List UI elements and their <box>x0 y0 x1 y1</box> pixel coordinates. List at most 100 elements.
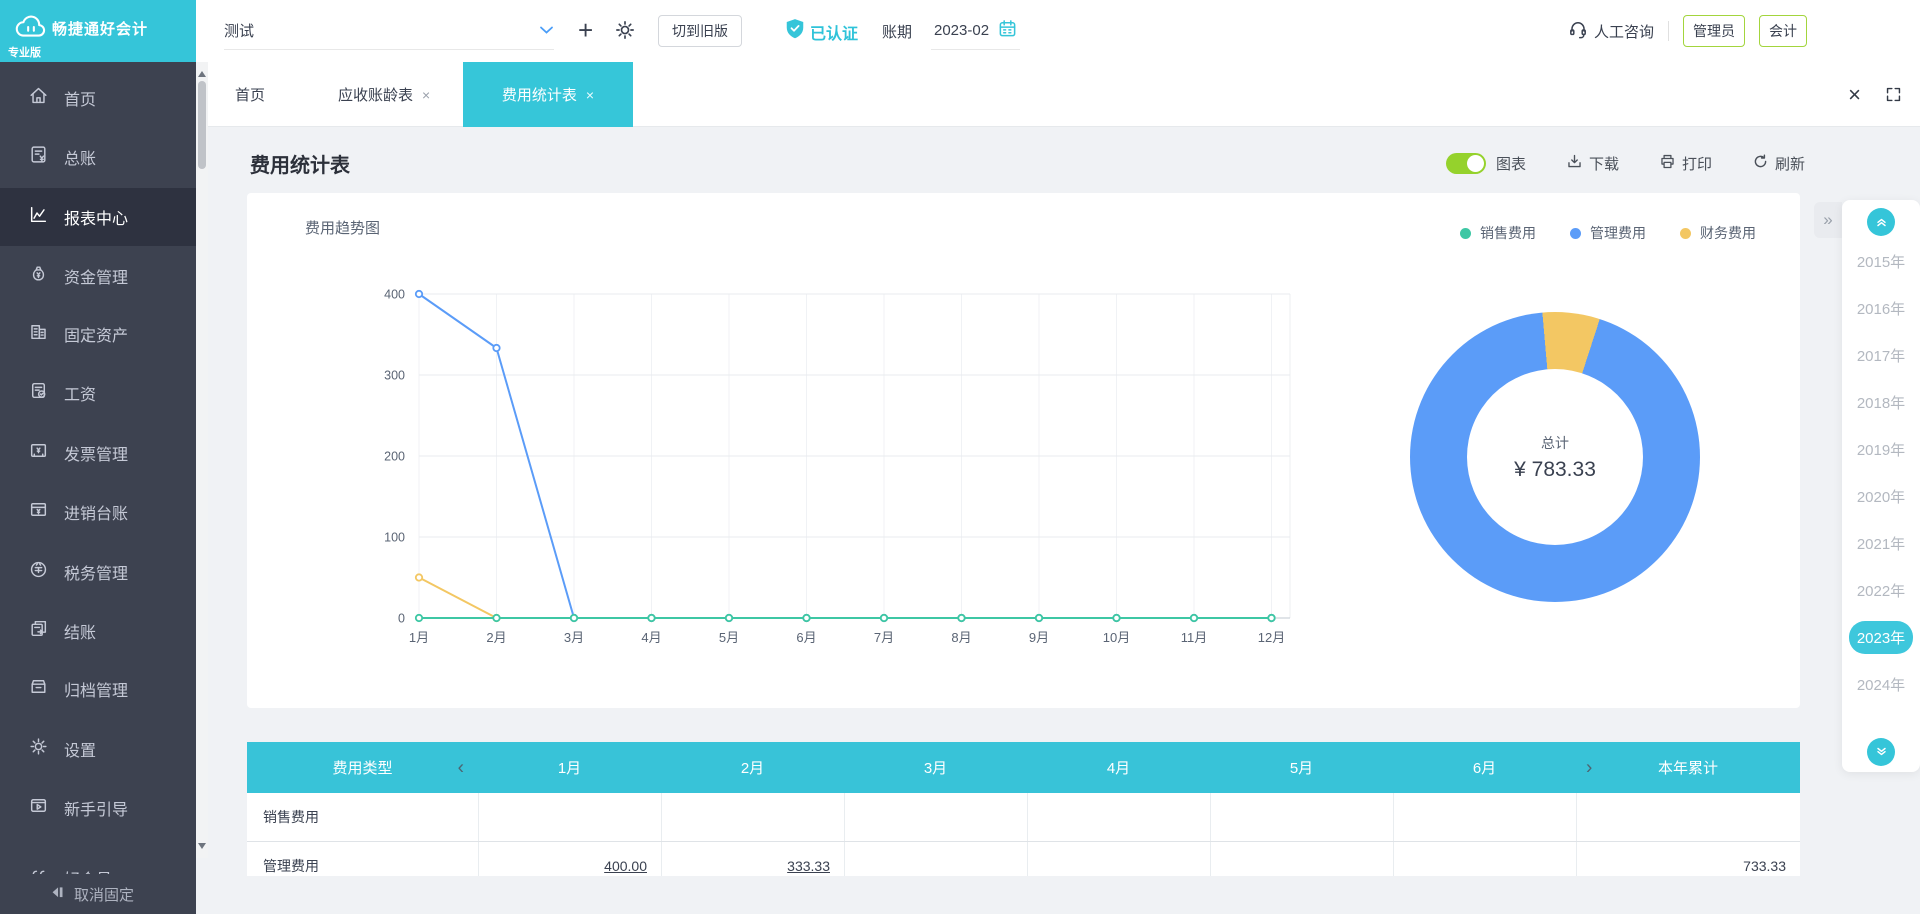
inventory-icon <box>28 499 49 525</box>
certified-badge[interactable]: 已认证 <box>785 18 858 45</box>
scrollbar-thumb[interactable] <box>198 81 206 169</box>
chart-legend: 销售费用 管理费用 财务费用 <box>1460 223 1756 243</box>
role-badge-accountant[interactable]: 会计 <box>1759 15 1807 47</box>
switch-old-version-button[interactable]: 切到旧版 <box>658 15 742 47</box>
sidebar-item-tax[interactable]: 税务管理 <box>0 543 196 601</box>
value-cell <box>844 793 1027 841</box>
sidebar-item-settings[interactable]: 设置 <box>0 720 196 778</box>
expense-table: 费用类型 ‹ 1月 2月 3月 4月 5月 6月 › 本年累计 销售费用 管理费用 400.00 333… <box>247 742 1800 876</box>
period-value: 2023-02 <box>934 22 990 39</box>
year-item-2024[interactable]: 2024年 <box>1842 661 1920 708</box>
close-all-tabs-icon[interactable]: × <box>1848 81 1861 107</box>
scroll-down-arrow[interactable] <box>198 843 206 853</box>
sidebar-item-funds[interactable]: 资金管理 <box>0 247 196 305</box>
year-label: 2021年 <box>1856 536 1906 553</box>
sidebar-item-label: 发票管理 <box>64 447 129 464</box>
svg-text:400: 400 <box>384 288 405 302</box>
period-selector[interactable]: 2023-02 <box>931 12 1021 50</box>
svg-text:1月: 1月 <box>409 630 429 645</box>
sidebar-item-general-ledger[interactable]: 总账 <box>0 128 196 186</box>
value-cell <box>844 842 1027 876</box>
refresh-button[interactable]: 刷新 <box>1752 153 1805 174</box>
sidebar-item-inventory-ledger[interactable]: 进销台账 <box>0 483 196 541</box>
sidebar-item-label: 报表中心 <box>64 211 129 228</box>
sidebar-item-home[interactable]: 首页 <box>0 69 196 127</box>
sidebar-item-archive[interactable]: 归档管理 <box>0 660 196 718</box>
sidebar-item-payroll[interactable]: 工资 <box>0 364 196 422</box>
topbar-right-cluster: 人工咨询 管理员 会计 <box>1568 0 1807 62</box>
year-item-2016[interactable]: 2016年 <box>1842 285 1920 332</box>
year-item-2022[interactable]: 2022年 <box>1842 567 1920 614</box>
sidebar-item-closing[interactable]: 结账 <box>0 602 196 660</box>
legend-item[interactable]: 财务费用 <box>1680 223 1756 243</box>
next-months-icon[interactable]: › <box>1586 757 1593 778</box>
sidebar-item-report-center[interactable]: 报表中心 <box>0 188 196 246</box>
tab-close-icon[interactable]: × <box>585 86 595 103</box>
year-panel-collapse-handle[interactable]: » <box>1814 202 1842 238</box>
table-header-cell: 费用类型 ‹ <box>247 742 478 793</box>
selected-year-pill: 2023年 <box>1848 621 1914 654</box>
svg-text:100: 100 <box>384 531 405 545</box>
account-selector[interactable]: 测试 <box>224 12 554 50</box>
tab-expense-statistics[interactable]: 费用统计表 × <box>463 62 633 127</box>
sidebar-item-label: 资金管理 <box>64 270 129 287</box>
print-label: 打印 <box>1681 156 1712 173</box>
refresh-icon <box>1752 153 1769 174</box>
year-item-2021[interactable]: 2021年 <box>1842 520 1920 567</box>
year-item-2017[interactable]: 2017年 <box>1842 332 1920 379</box>
table-row: 销售费用 <box>247 793 1800 841</box>
year-label: 2015年 <box>1856 254 1906 271</box>
table-header-cell: 2月 <box>661 742 844 793</box>
page-title: 费用统计表 <box>250 155 350 177</box>
cell-value[interactable]: 333.33 <box>787 857 830 874</box>
year-item-2020[interactable]: 2020年 <box>1842 473 1920 520</box>
table-header-cell: 5月 <box>1210 742 1393 793</box>
table-header-cell: 6月 <box>1393 742 1576 793</box>
video-icon <box>28 795 49 821</box>
chart-toggle-switch[interactable] <box>1445 153 1486 174</box>
app-edition: 专业版 <box>8 47 41 59</box>
previous-months-icon[interactable]: ‹ <box>457 757 464 778</box>
tax-icon <box>28 559 49 585</box>
column-label: 1月 <box>557 760 582 777</box>
app-logo: 畅捷通好会计 专业版 <box>0 0 196 62</box>
unpin-sidebar-button[interactable]: 取消固定 <box>0 874 196 914</box>
tab-close-icon[interactable]: × <box>422 86 431 103</box>
value-cell <box>1210 842 1393 876</box>
scroll-up-arrow[interactable] <box>198 67 206 77</box>
download-button[interactable]: 下载 <box>1566 153 1619 174</box>
topbar-divider <box>1668 21 1669 41</box>
tab-label: 首页 <box>235 87 266 104</box>
toggle-knob <box>1466 155 1484 172</box>
add-account-button[interactable]: + <box>578 15 594 45</box>
years-scroll-up-button[interactable] <box>1867 208 1895 236</box>
year-item-2019[interactable]: 2019年 <box>1842 426 1920 473</box>
sidebar-item-invoice[interactable]: 发票管理 <box>0 424 196 482</box>
year-item-2023[interactable]: 2023年 <box>1842 614 1920 661</box>
fullscreen-icon[interactable] <box>1885 86 1902 103</box>
year-item-2018[interactable]: 2018年 <box>1842 379 1920 426</box>
year-panel: 2015年 2016年 2017年 2018年 2019年 2020年 2021年 2022年… <box>1842 200 1920 772</box>
print-button[interactable]: 打印 <box>1659 153 1712 174</box>
years-scroll-down-button[interactable] <box>1867 738 1895 766</box>
table-header-cell: 3月 <box>844 742 1027 793</box>
bag-icon <box>28 263 49 289</box>
support-button[interactable]: 人工咨询 <box>1568 19 1654 43</box>
tab-home[interactable]: 首页 <box>235 62 265 127</box>
expense-trend-line-chart: 0 100 200 300 400 1月 2月 3月 4月 5月 6月 7月 8月 9月 10月 11月 12月 <box>247 193 1800 708</box>
cell-value[interactable]: 400.00 <box>604 857 647 874</box>
settings-gear-icon[interactable] <box>614 19 636 46</box>
legend-item[interactable]: 管理费用 <box>1570 223 1646 243</box>
vertical-scrollbar[interactable] <box>196 62 208 858</box>
svg-text:200: 200 <box>384 450 405 464</box>
table-body: 销售费用 管理费用 400.00 333.33 733.33 <box>247 793 1800 876</box>
year-label: 2020年 <box>1856 489 1906 506</box>
role-badge-admin[interactable]: 管理员 <box>1683 15 1745 47</box>
sidebar-item-fixed-assets[interactable]: 固定资产 <box>0 305 196 363</box>
legend-item[interactable]: 销售费用 <box>1460 223 1536 243</box>
year-item-2015[interactable]: 2015年 <box>1842 238 1920 285</box>
calendar-icon <box>998 19 1017 42</box>
chevron-down-icon <box>539 22 554 39</box>
tab-receivable-aging[interactable]: 应收账龄表 × <box>338 62 430 127</box>
sidebar-item-beginner-guide[interactable]: 新手引导 <box>0 779 196 837</box>
